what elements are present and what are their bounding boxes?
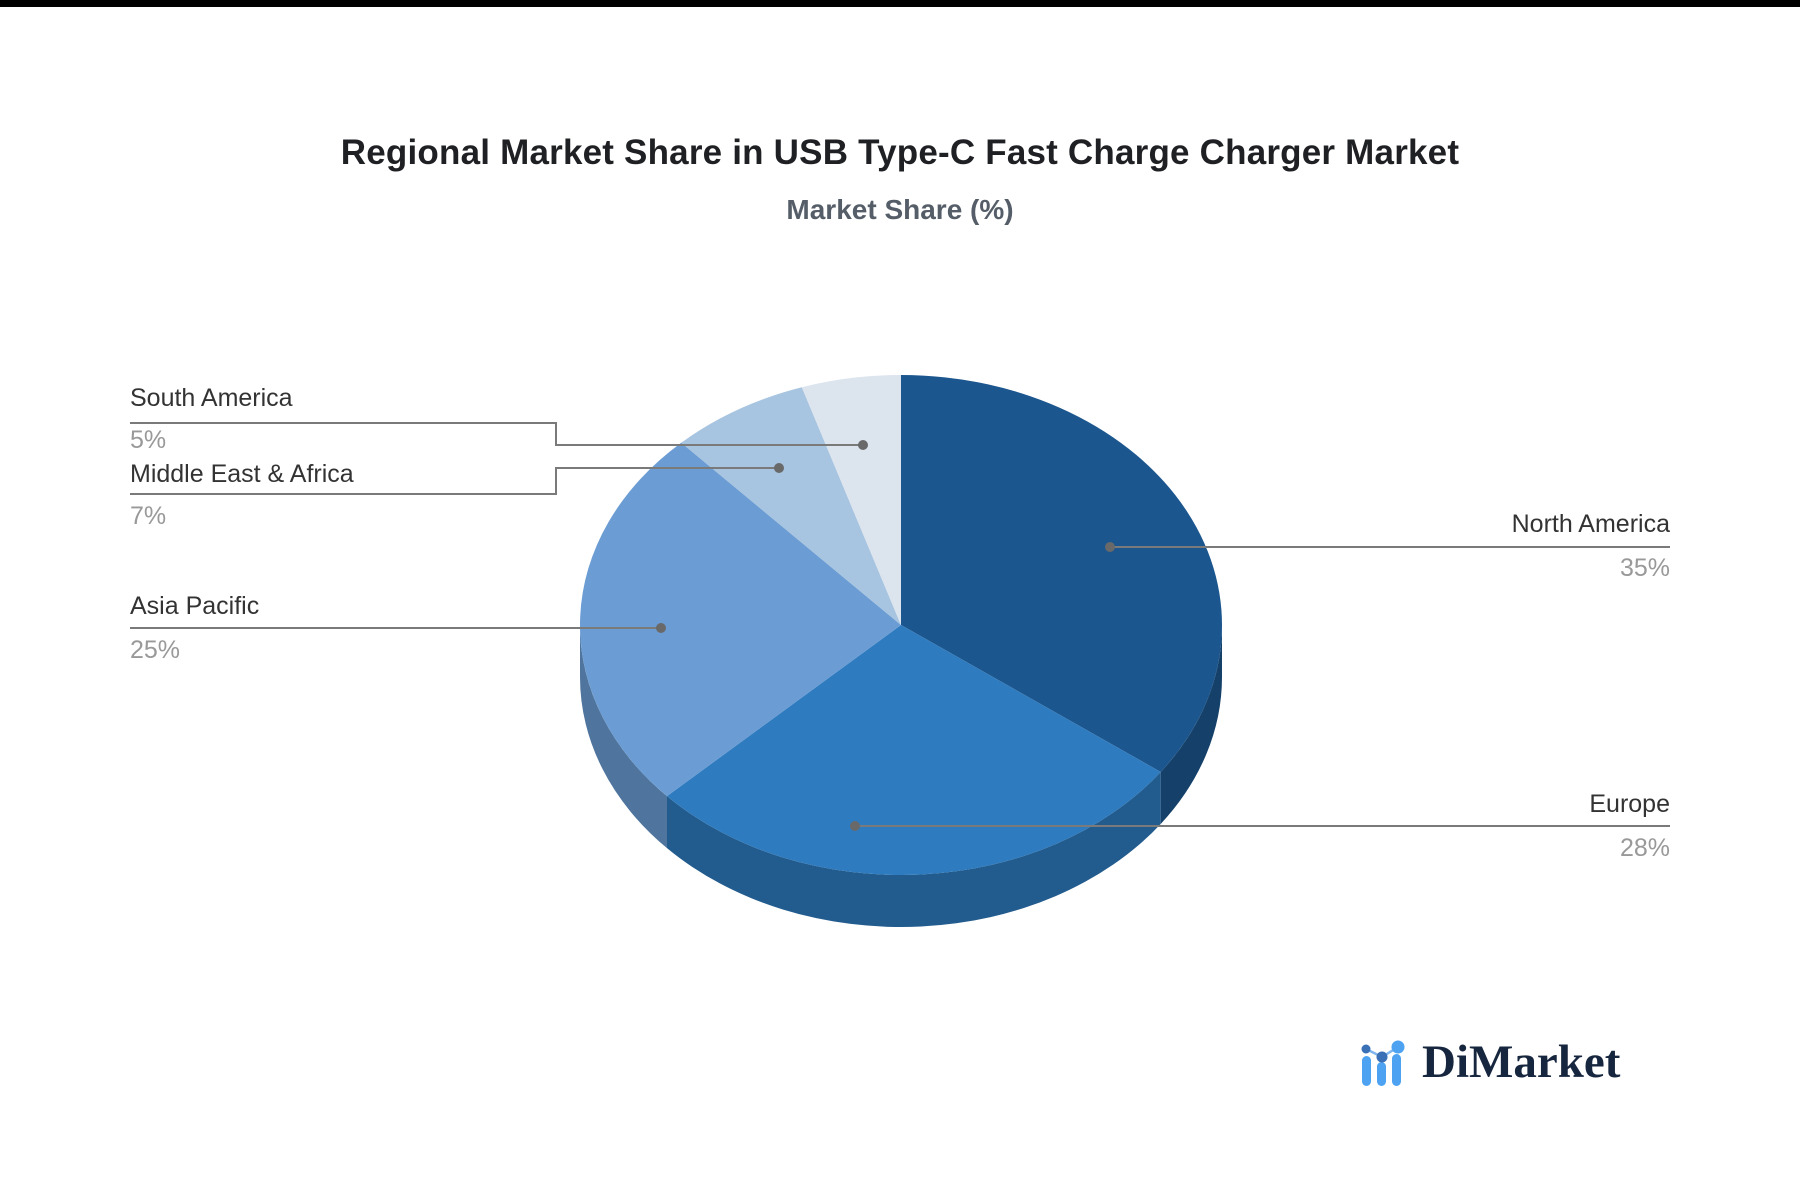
pie-slice-asia-pacific[interactable] — [580, 442, 901, 797]
connector-dot-north-america — [1105, 542, 1115, 552]
top-border — [0, 0, 1800, 7]
brand-logo: DiMarket — [1358, 1038, 1620, 1086]
pie-slice-north-america[interactable] — [901, 375, 1222, 772]
label-north-america: North America — [1511, 510, 1670, 538]
pie-slice-middle-east-africa[interactable] — [681, 387, 901, 625]
chart-title: Regional Market Share in USB Type-C Fast… — [340, 133, 1460, 172]
chart-subtitle: Market Share (%) — [786, 194, 1014, 225]
connector-line-south-america — [130, 422, 863, 446]
pie-slice-europe[interactable] — [667, 625, 1161, 875]
connector-dot-south-america — [858, 440, 868, 450]
connector-line-middle-east-africa — [130, 467, 779, 495]
percent-north-america: 35% — [1619, 554, 1670, 582]
connector-dot-middle-east-africa — [774, 463, 784, 473]
pie-slice-side-north-america — [1160, 625, 1222, 824]
label-asia-pacific: Asia Pacific — [130, 592, 260, 620]
percent-asia-pacific: 25% — [130, 636, 181, 664]
bar-chart-dots-icon — [1361, 1040, 1405, 1086]
percent-europe: 28% — [1619, 834, 1670, 862]
pie-slice-side-europe — [667, 771, 1161, 928]
connector-dot-europe — [850, 821, 860, 831]
label-europe: Europe — [1589, 790, 1670, 818]
label-south-america: South America — [130, 384, 293, 412]
pie-slice-south-america[interactable] — [801, 375, 901, 625]
connector-dot-asia-pacific — [656, 623, 666, 633]
label-middle-east-africa: Middle East & Africa — [130, 460, 354, 488]
brand-logo-text: DiMarket — [1422, 1036, 1621, 1088]
pie-slice-side-asia-pacific — [580, 625, 668, 849]
percent-middle-east-africa: 7% — [130, 502, 167, 530]
percent-south-america: 5% — [130, 426, 167, 454]
